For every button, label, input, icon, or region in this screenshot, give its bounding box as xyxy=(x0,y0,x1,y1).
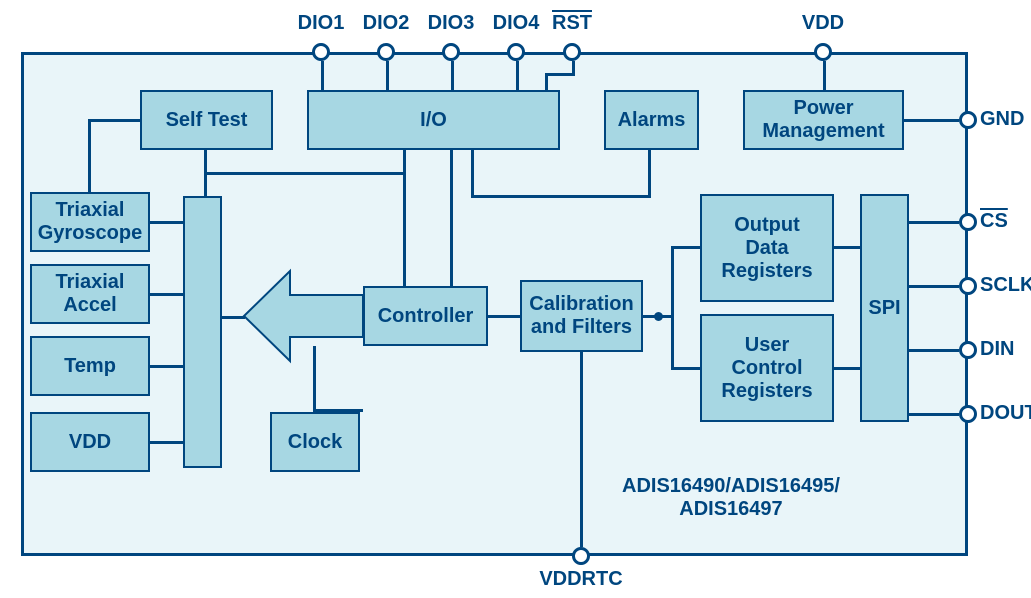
wire xyxy=(657,315,671,318)
wire xyxy=(572,61,575,76)
block-user-control-registers: UserControlRegisters xyxy=(700,314,834,422)
pin-label-dout: DOUT xyxy=(980,402,1031,425)
block-controller: Controller xyxy=(363,286,488,346)
pin-rst xyxy=(563,43,581,61)
pin-vddrtc xyxy=(572,547,590,565)
diagram-canvas: Self Test I/O Alarms PowerManagement Tri… xyxy=(0,0,1031,598)
wire xyxy=(488,315,520,318)
wire xyxy=(403,150,406,286)
pin-label-gnd: GND xyxy=(980,108,1024,131)
block-io: I/O xyxy=(307,90,560,150)
wire xyxy=(909,285,959,288)
wire xyxy=(545,73,575,76)
pin-gnd xyxy=(959,111,977,129)
block-clock: Clock xyxy=(270,412,360,472)
wire xyxy=(88,119,91,192)
block-temp: Temp xyxy=(30,336,150,396)
wire xyxy=(451,61,454,90)
pin-dio1 xyxy=(312,43,330,61)
wire xyxy=(909,413,959,416)
wire xyxy=(150,293,183,296)
wire xyxy=(471,195,650,198)
wire xyxy=(321,61,324,90)
wire xyxy=(516,61,519,90)
wire xyxy=(823,61,826,90)
pin-din xyxy=(959,341,977,359)
wire xyxy=(648,150,651,198)
block-output-data-registers: OutputDataRegisters xyxy=(700,194,834,302)
pin-dout xyxy=(959,405,977,423)
pin-label-dio1: DIO1 xyxy=(291,12,351,35)
pin-label-cs: CS xyxy=(980,210,1008,233)
part-number-label: ADIS16490/ADIS16495/ ADIS16497 xyxy=(622,475,840,521)
pin-label-vddrtc: VDDRTC xyxy=(531,568,631,591)
pin-dio2 xyxy=(377,43,395,61)
block-triaxial-accel: TriaxialAccel xyxy=(30,264,150,324)
wire xyxy=(580,352,583,547)
block-mux-bar xyxy=(183,196,222,468)
block-spi: SPI xyxy=(860,194,909,422)
wire xyxy=(671,246,700,249)
block-calibration-filters: Calibrationand Filters xyxy=(520,280,643,352)
pin-dio3 xyxy=(442,43,460,61)
wire xyxy=(150,221,183,224)
wire xyxy=(671,246,674,370)
pin-label-sclk: SCLK xyxy=(980,274,1031,297)
wire xyxy=(671,367,700,370)
wire xyxy=(150,441,183,444)
wire xyxy=(904,119,959,122)
pin-cs xyxy=(959,213,977,231)
pin-label-din: DIN xyxy=(980,338,1014,361)
wire xyxy=(909,221,959,224)
wire xyxy=(386,61,389,90)
block-self-test: Self Test xyxy=(140,90,273,150)
pin-label-vdd: VDD xyxy=(793,12,853,35)
pin-vdd xyxy=(814,43,832,61)
pin-sclk xyxy=(959,277,977,295)
pin-label-dio3: DIO3 xyxy=(421,12,481,35)
wire xyxy=(471,150,474,198)
wire xyxy=(204,172,406,175)
wire xyxy=(545,73,548,90)
block-triaxial-gyroscope: TriaxialGyroscope xyxy=(30,192,150,252)
pin-dio4 xyxy=(507,43,525,61)
pin-label-dio2: DIO2 xyxy=(356,12,416,35)
block-power-management: PowerManagement xyxy=(743,90,904,150)
wire xyxy=(150,365,183,368)
block-vdd: VDD xyxy=(30,412,150,472)
wire xyxy=(313,346,316,412)
wire xyxy=(909,349,959,352)
pin-label-rst: RST xyxy=(542,12,602,35)
wire xyxy=(834,246,860,249)
wire xyxy=(88,119,140,122)
block-alarms: Alarms xyxy=(604,90,699,150)
wire xyxy=(222,316,245,319)
wire xyxy=(834,367,860,370)
wire xyxy=(450,150,453,286)
pin-label-dio4: DIO4 xyxy=(486,12,546,35)
